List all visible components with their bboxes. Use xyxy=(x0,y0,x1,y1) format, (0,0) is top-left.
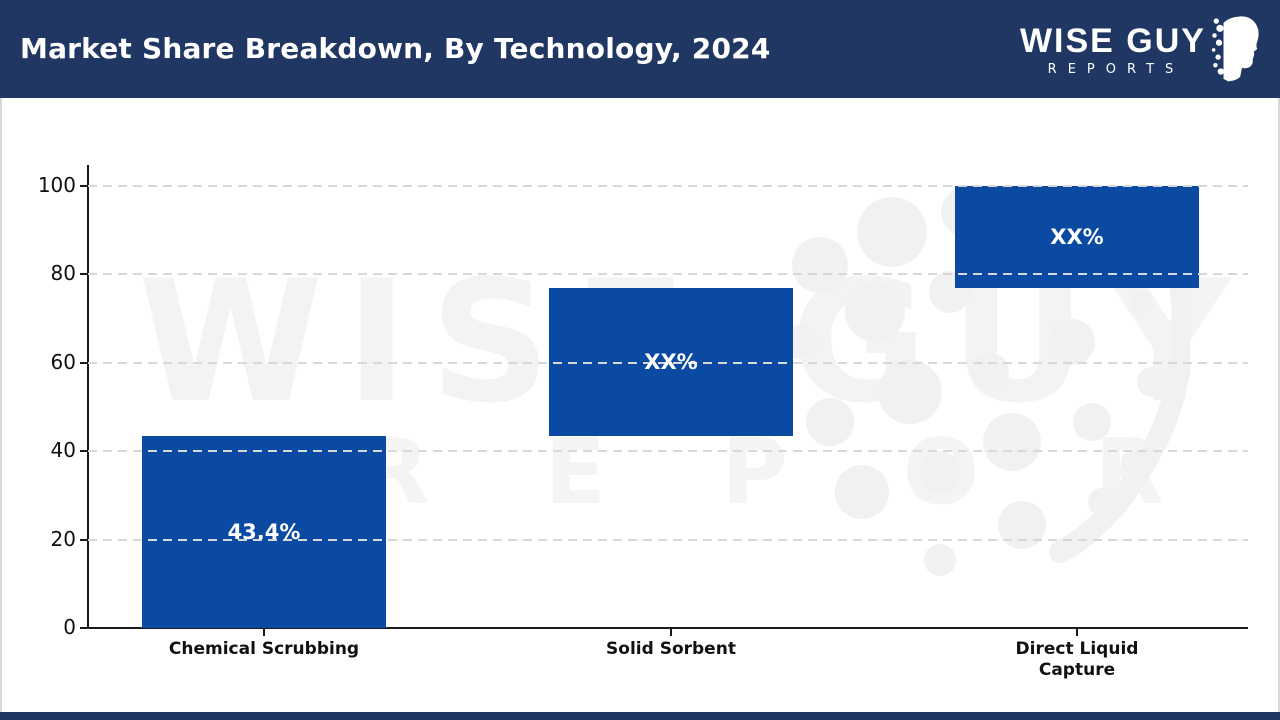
logo-wiseguy-text: WISE GUY xyxy=(1019,21,1206,60)
gridline-60 xyxy=(88,361,1248,364)
y-tick-label-40: 40 xyxy=(50,438,76,463)
y-tick-60 xyxy=(80,361,88,364)
bar-0 xyxy=(142,436,386,628)
y-tick-label-20: 20 xyxy=(50,526,76,551)
x-category-label-2: Direct Liquid Capture xyxy=(1015,639,1139,680)
logo-face-icon xyxy=(1211,16,1259,82)
y-tick-40 xyxy=(80,450,88,453)
x-tick-1 xyxy=(670,629,672,636)
y-tick-80 xyxy=(80,273,88,276)
gridline-80 xyxy=(88,273,1248,276)
gridline-20 xyxy=(88,538,1248,541)
y-tick-20 xyxy=(80,538,88,541)
y-axis-spine xyxy=(87,165,89,629)
y-tick-100 xyxy=(80,185,88,187)
gridline-100 xyxy=(88,185,1248,187)
bar-value-label-1: XX% xyxy=(644,350,698,375)
bar-value-label-2: XX% xyxy=(1050,225,1104,250)
x-category-label-1: Solid Sorbent xyxy=(606,639,736,659)
gridline-40 xyxy=(88,450,1248,453)
logo-text: WISE GUY REPORTS xyxy=(1020,22,1206,77)
y-tick-label-0: 0 xyxy=(63,615,76,639)
logo-reports-text: REPORTS xyxy=(1047,61,1185,77)
x-tick-2 xyxy=(1076,629,1078,636)
y-tick-0 xyxy=(80,627,88,629)
footer-bar xyxy=(0,712,1280,720)
y-tick-label-80: 80 xyxy=(50,261,76,286)
x-category-label-0: Chemical Scrubbing xyxy=(168,639,360,659)
header-banner: Market Share Breakdown, By Technology, 2… xyxy=(0,0,1280,98)
y-tick-label-100: 100 xyxy=(37,173,76,197)
x-tick-0 xyxy=(263,629,265,636)
x-axis-spine xyxy=(87,627,1248,629)
wise-guy-reports-logo: WISE GUY REPORTS xyxy=(1020,6,1264,92)
y-tick-label-60: 60 xyxy=(50,349,76,374)
chart-title: Market Share Breakdown, By Technology, 2… xyxy=(20,32,771,65)
bar-value-label-0: 43.4% xyxy=(227,520,301,545)
